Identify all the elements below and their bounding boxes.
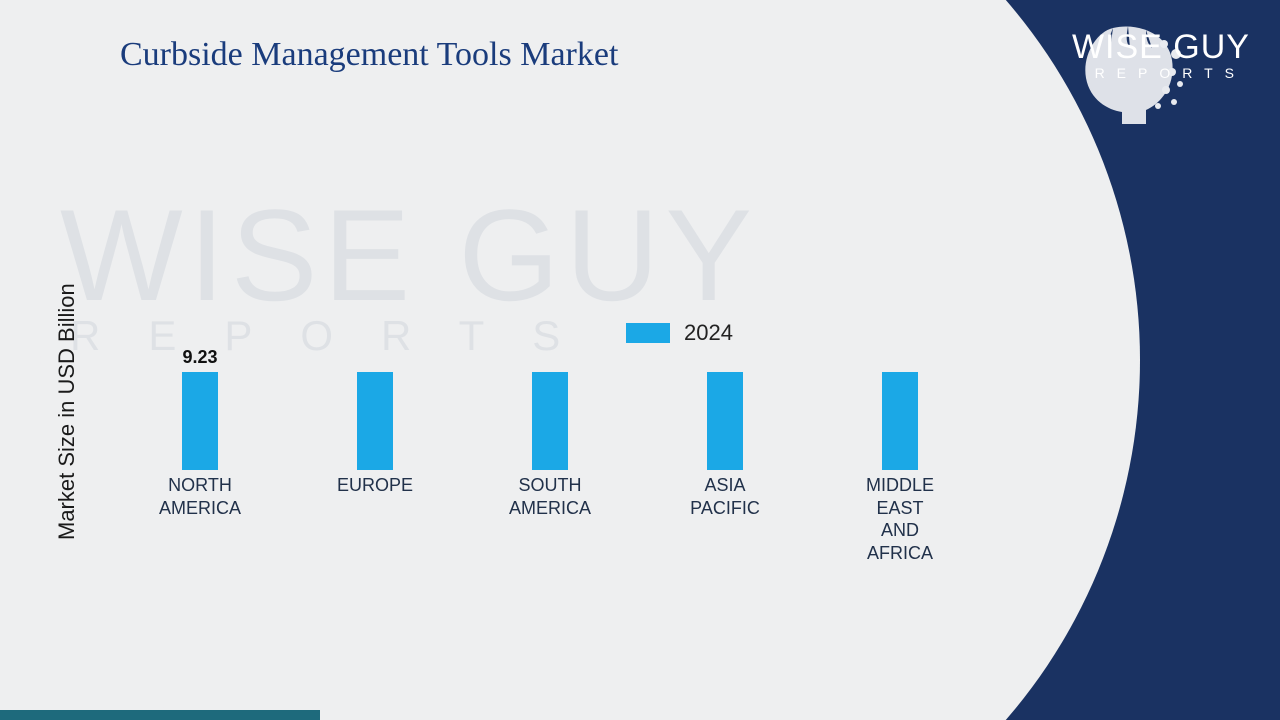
bar-group: EUROPE: [305, 372, 445, 470]
y-axis-label: Market Size in USD Billion: [54, 283, 80, 540]
bar-group: 9.23NORTH AMERICA: [130, 347, 270, 470]
bar-label: EUROPE: [305, 474, 445, 497]
chart-title: Curbside Management Tools Market: [120, 36, 618, 74]
brand-logo: WISE GUY REPORTS: [1072, 28, 1250, 81]
bar-group: ASIA PACIFIC: [655, 372, 795, 470]
bottom-accent-bar: [0, 710, 320, 720]
bar: [357, 372, 393, 470]
bar: [882, 372, 918, 470]
bar: [182, 372, 218, 470]
bar-group: MIDDLE EAST AND AFRICA: [830, 372, 970, 470]
brand-main: WISE GUY: [1072, 28, 1250, 67]
brand-sub: REPORTS: [1072, 65, 1250, 81]
bar-label: NORTH AMERICA: [130, 474, 270, 519]
plot-area: 9.23NORTH AMERICA EUROPE SOUTH AMERICA ASIA…: [100, 150, 970, 470]
bar-label: MIDDLE EAST AND AFRICA: [830, 474, 970, 564]
chart-canvas: WISE GUY REPORTS Curbside Management Too…: [0, 0, 1280, 720]
bar-label: SOUTH AMERICA: [480, 474, 620, 519]
bar-label: ASIA PACIFIC: [655, 474, 795, 519]
bar-group: SOUTH AMERICA: [480, 372, 620, 470]
bar-value: 9.23: [182, 347, 217, 368]
bar: [707, 372, 743, 470]
bar: [532, 372, 568, 470]
